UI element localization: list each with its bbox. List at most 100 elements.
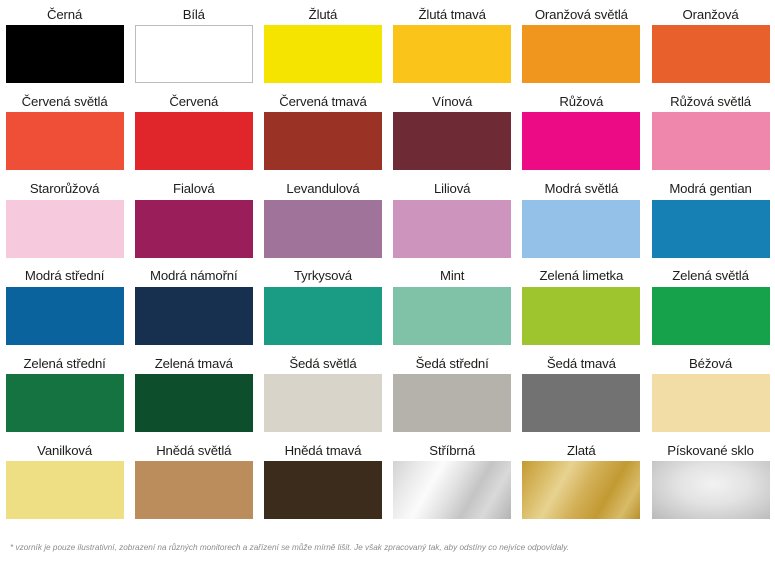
swatch-color[interactable] — [5, 286, 124, 345]
swatch-cell[interactable]: Liliová — [388, 178, 517, 265]
swatch-color[interactable] — [522, 286, 641, 345]
swatch-color[interactable] — [263, 199, 382, 258]
swatch-label: Oranžová — [682, 6, 739, 22]
swatch-label: Vanilková — [37, 442, 93, 458]
swatch-cell[interactable]: Levandulová — [258, 178, 387, 265]
swatch-cell[interactable]: Žlutá — [258, 3, 387, 90]
swatch-label: Zelená limetka — [539, 268, 624, 284]
swatch-cell[interactable]: Modrá gentian — [646, 178, 775, 265]
swatch-color[interactable] — [651, 199, 770, 258]
swatch-label: Šedá střední — [415, 355, 489, 371]
swatch-label: Červená — [169, 93, 219, 109]
swatch-cell[interactable]: Růžová — [517, 90, 646, 177]
swatch-cell[interactable]: Tyrkysová — [258, 265, 387, 352]
swatch-label: Pískované sklo — [667, 442, 754, 458]
footnote-disclaimer: * vzorník je pouze ilustrativní, zobraze… — [10, 543, 569, 552]
swatch-label: Zelená světlá — [672, 268, 749, 284]
swatch-color[interactable] — [263, 25, 382, 83]
swatch-color[interactable] — [651, 25, 770, 83]
swatch-label: Modrá střední — [24, 268, 105, 284]
swatch-color[interactable] — [522, 374, 641, 433]
swatch-cell[interactable]: Zelená tmavá — [129, 352, 258, 439]
swatch-cell[interactable]: Starorůžová — [0, 178, 129, 265]
swatch-label: Oranžová světlá — [534, 6, 628, 22]
swatch-cell[interactable]: Šedá světlá — [258, 352, 387, 439]
swatch-cell[interactable]: Žlutá tmavá — [388, 3, 517, 90]
swatch-color[interactable] — [393, 374, 512, 433]
swatch-cell[interactable]: Červená světlá — [0, 90, 129, 177]
swatch-cell[interactable]: Modrá námořní — [129, 265, 258, 352]
swatch-cell[interactable]: Bílá — [129, 3, 258, 90]
swatch-color[interactable] — [393, 199, 512, 258]
swatch-color[interactable] — [393, 25, 512, 83]
swatch-color[interactable] — [522, 112, 641, 171]
swatch-color[interactable] — [5, 199, 124, 258]
swatch-color[interactable] — [134, 374, 253, 433]
swatch-cell[interactable]: Modrá střední — [0, 265, 129, 352]
swatch-label: Modrá světlá — [544, 181, 619, 197]
swatch-cell[interactable]: Mint — [388, 265, 517, 352]
swatch-cell[interactable]: Zlatá — [517, 439, 646, 526]
swatch-cell[interactable]: Fialová — [129, 178, 258, 265]
swatch-color[interactable] — [134, 286, 253, 345]
swatch-cell[interactable]: Růžová světlá — [646, 90, 775, 177]
swatch-label: Růžová — [559, 93, 604, 109]
color-swatch-grid: Černá Bílá Žlutá Žlutá tmavá Oranžová světlá… — [0, 3, 775, 526]
swatch-cell[interactable]: Oranžová — [646, 3, 775, 90]
swatch-label: Bílá — [182, 6, 205, 22]
swatch-cell[interactable]: Šedá tmavá — [517, 352, 646, 439]
swatch-color[interactable] — [263, 461, 382, 520]
swatch-color[interactable] — [134, 199, 253, 258]
swatch-label: Zlatá — [567, 442, 596, 458]
swatch-color[interactable] — [651, 461, 770, 520]
swatch-label: Černá — [47, 6, 83, 22]
swatch-color[interactable] — [5, 461, 124, 520]
swatch-color[interactable] — [522, 25, 641, 83]
swatch-color[interactable] — [393, 286, 512, 345]
swatch-label: Modrá námořní — [150, 268, 238, 284]
swatch-color[interactable] — [263, 286, 382, 345]
swatch-color[interactable] — [5, 25, 124, 83]
swatch-label: Zelená tmavá — [154, 355, 233, 371]
swatch-color[interactable] — [393, 461, 512, 520]
swatch-cell[interactable]: Pískované sklo — [646, 439, 775, 526]
swatch-label: Stříbrná — [429, 442, 476, 458]
swatch-color[interactable] — [263, 374, 382, 433]
swatch-color[interactable] — [651, 374, 770, 433]
swatch-label: Zelená střední — [23, 355, 106, 371]
swatch-cell[interactable]: Červená — [129, 90, 258, 177]
swatch-cell[interactable]: Hnědá světlá — [129, 439, 258, 526]
swatch-color[interactable] — [522, 199, 641, 258]
swatch-color[interactable] — [134, 25, 253, 83]
swatch-label: Červená světlá — [21, 93, 108, 109]
swatch-color[interactable] — [5, 112, 124, 171]
swatch-label: Hnědá tmavá — [284, 442, 362, 458]
swatch-cell[interactable]: Zelená limetka — [517, 265, 646, 352]
swatch-color[interactable] — [651, 286, 770, 345]
swatch-label: Šedá tmavá — [546, 355, 616, 371]
swatch-color[interactable] — [393, 112, 512, 171]
swatch-cell[interactable]: Oranžová světlá — [517, 3, 646, 90]
swatch-cell[interactable]: Stříbrná — [388, 439, 517, 526]
swatch-cell[interactable]: Modrá světlá — [517, 178, 646, 265]
swatch-color[interactable] — [522, 461, 641, 520]
swatch-cell[interactable]: Vanilková — [0, 439, 129, 526]
swatch-cell[interactable]: Šedá střední — [388, 352, 517, 439]
swatch-cell[interactable]: Béžová — [646, 352, 775, 439]
swatch-color[interactable] — [134, 112, 253, 171]
swatch-color[interactable] — [263, 112, 382, 171]
swatch-color[interactable] — [651, 112, 770, 171]
swatch-cell[interactable]: Zelená střední — [0, 352, 129, 439]
swatch-label: Béžová — [688, 355, 733, 371]
swatch-color[interactable] — [134, 461, 253, 520]
swatch-cell[interactable]: Vínová — [388, 90, 517, 177]
swatch-cell[interactable]: Zelená světlá — [646, 265, 775, 352]
swatch-cell[interactable]: Červená tmavá — [258, 90, 387, 177]
swatch-cell[interactable]: Černá — [0, 3, 129, 90]
swatch-cell[interactable]: Hnědá tmavá — [258, 439, 387, 526]
swatch-label: Šedá světlá — [289, 355, 357, 371]
swatch-label: Růžová světlá — [670, 93, 751, 109]
swatch-color[interactable] — [5, 374, 124, 433]
swatch-label: Fialová — [173, 181, 215, 197]
